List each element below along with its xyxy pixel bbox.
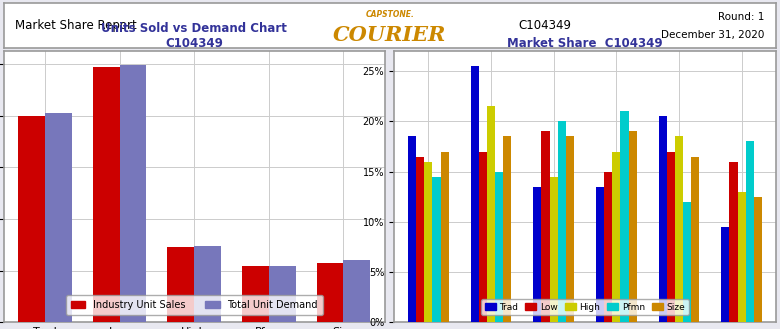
Bar bbox=[417, 157, 424, 322]
Bar bbox=[487, 106, 495, 322]
Legend: Industry Unit Sales, Total Unit Demand: Industry Unit Sales, Total Unit Demand bbox=[66, 295, 323, 315]
Bar bbox=[18, 115, 45, 322]
Legend: Trad, Low, High, Pfmn, Size: Trad, Low, High, Pfmn, Size bbox=[481, 299, 689, 315]
Text: December 31, 2020: December 31, 2020 bbox=[661, 30, 764, 40]
Bar bbox=[408, 137, 417, 322]
Text: Round: 1: Round: 1 bbox=[718, 12, 764, 22]
Bar bbox=[667, 152, 675, 322]
Bar bbox=[604, 172, 612, 322]
Bar bbox=[612, 152, 620, 322]
Bar bbox=[534, 187, 541, 322]
Bar bbox=[242, 266, 269, 322]
Bar bbox=[691, 157, 700, 322]
Bar bbox=[495, 172, 503, 322]
Bar bbox=[541, 131, 550, 322]
Bar bbox=[596, 187, 604, 322]
Bar bbox=[558, 121, 566, 322]
Text: Market Share Report: Market Share Report bbox=[16, 19, 137, 32]
Text: COURIER: COURIER bbox=[333, 25, 447, 45]
Bar bbox=[343, 260, 370, 322]
Bar bbox=[683, 202, 691, 322]
Bar bbox=[629, 131, 636, 322]
Bar bbox=[45, 113, 72, 322]
Bar bbox=[503, 137, 512, 322]
Bar bbox=[269, 266, 296, 322]
Bar bbox=[675, 137, 683, 322]
Bar bbox=[729, 162, 738, 322]
Text: C104349: C104349 bbox=[518, 19, 571, 32]
Bar bbox=[168, 247, 194, 322]
Bar bbox=[566, 137, 574, 322]
Bar bbox=[753, 197, 762, 322]
Bar bbox=[317, 263, 343, 322]
Title: Units Sold vs Demand Chart
C104349: Units Sold vs Demand Chart C104349 bbox=[101, 22, 287, 50]
Bar bbox=[658, 116, 667, 322]
Bar bbox=[738, 192, 746, 322]
Bar bbox=[479, 152, 487, 322]
Bar bbox=[194, 246, 221, 322]
Text: CAPSTONE.: CAPSTONE. bbox=[366, 10, 414, 19]
Bar bbox=[424, 162, 432, 322]
Bar bbox=[93, 66, 119, 322]
Title: Market Share  C104349: Market Share C104349 bbox=[507, 37, 663, 50]
Bar bbox=[746, 141, 753, 322]
Bar bbox=[441, 152, 448, 322]
Bar bbox=[722, 227, 729, 322]
Bar bbox=[620, 111, 629, 322]
Bar bbox=[470, 66, 479, 322]
Bar bbox=[119, 65, 147, 322]
Bar bbox=[550, 177, 558, 322]
Bar bbox=[432, 177, 441, 322]
